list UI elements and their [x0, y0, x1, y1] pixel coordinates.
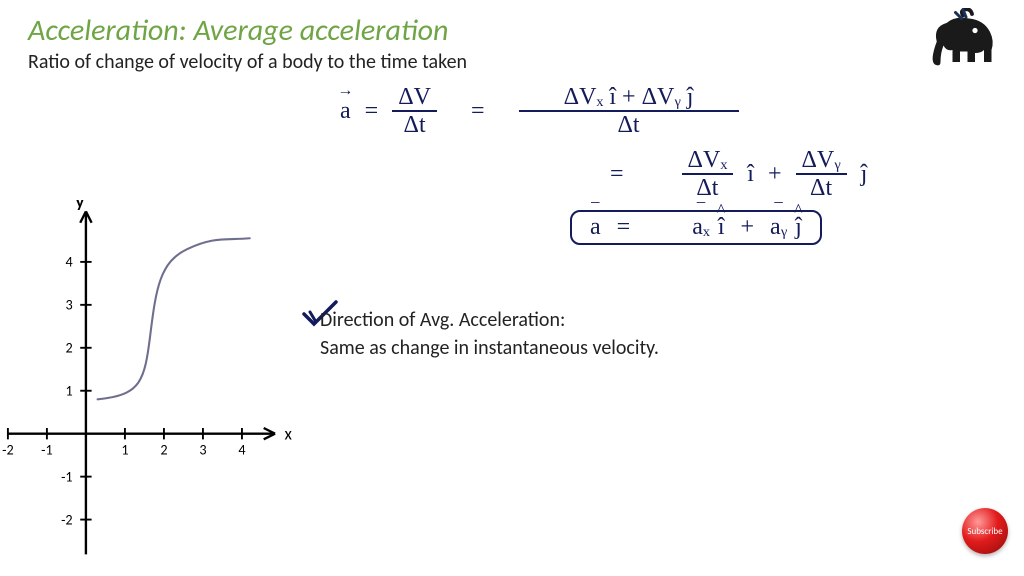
elephant-logo-icon	[924, 8, 1002, 68]
svg-text:2: 2	[160, 441, 167, 459]
page-title: Acceleration: Average acceleration	[28, 12, 448, 49]
svg-text:x: x	[285, 423, 293, 444]
page-subtitle: Ratio of change of velocity of a body to…	[28, 50, 467, 74]
svg-text:y: y	[76, 200, 84, 213]
svg-text:1: 1	[65, 381, 72, 399]
coordinate-graph: -2 -1 1 2 3 4 -2 -1 1 2 3 4 x y	[0, 200, 300, 560]
subscribe-label: Subscribe	[967, 526, 1002, 537]
boxed-result: a = aₓ î + aᵧ ĵ	[570, 210, 822, 245]
direction-heading: Direction of Avg. Acceleration:	[320, 306, 659, 334]
direction-body: Same as change in instantaneous velocity…	[320, 334, 659, 362]
formula-block: a = ΔV Δt = ΔVₓ î + ΔVᵧ ĵ Δt = ΔVₓ Δt î …	[330, 84, 990, 284]
svg-text:-1: -1	[61, 467, 73, 485]
subscribe-button[interactable]: Subscribe	[962, 508, 1008, 554]
svg-text:3: 3	[65, 296, 72, 314]
svg-text:-2: -2	[61, 510, 73, 528]
svg-text:-1: -1	[41, 441, 53, 459]
svg-text:4: 4	[238, 441, 245, 459]
vector-a: a	[340, 98, 351, 125]
svg-text:3: 3	[199, 441, 206, 459]
svg-text:2: 2	[65, 339, 72, 357]
svg-text:4: 4	[65, 253, 72, 271]
svg-text:-2: -2	[2, 441, 14, 459]
svg-text:1: 1	[121, 441, 128, 459]
direction-text: Direction of Avg. Acceleration: Same as …	[320, 306, 659, 362]
